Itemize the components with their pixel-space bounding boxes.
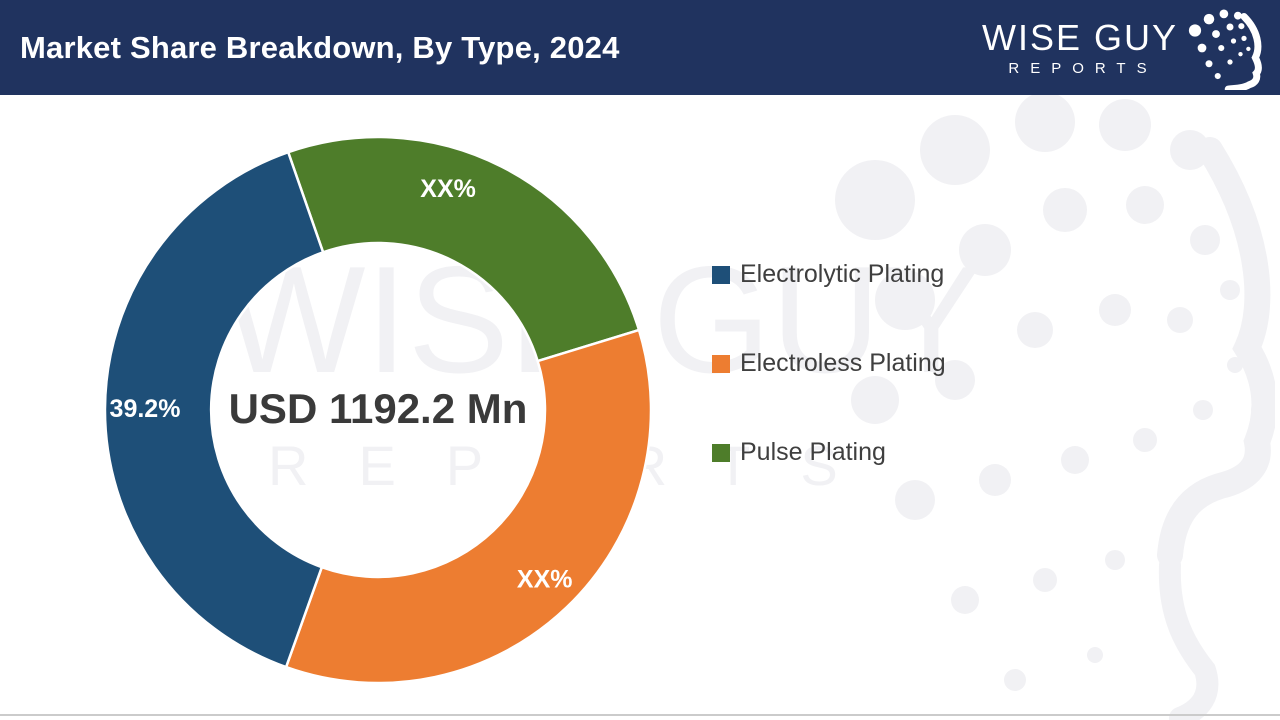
wise-guy-reports-logo: WISE GUY REPORTS — [982, 6, 1264, 90]
segment-value-label-pulse-plating: XX% — [420, 175, 476, 203]
logo-text: WISE GUY REPORTS — [981, 16, 1178, 77]
segment-value-label-electroless-plating: XX% — [517, 566, 573, 594]
legend-item-pulse-plating: Pulse Plating — [712, 438, 886, 467]
logo-reports-text: REPORTS — [1008, 59, 1158, 77]
bottom-divider — [0, 714, 1280, 716]
page-title: Market Share Breakdown, By Type, 2024 — [20, 29, 620, 65]
legend-item-electroless-plating: Electroless Plating — [712, 349, 946, 378]
legend-swatch-electrolytic-plating — [712, 265, 730, 284]
legend-item-electrolytic-plating: Electrolytic Plating — [712, 260, 944, 289]
legend-label: Pulse Plating — [740, 438, 886, 466]
donut-segment-pulse-plating — [286, 135, 641, 363]
donut-segment-electroless-plating — [284, 328, 653, 685]
legend-label: Electroless Plating — [740, 349, 946, 377]
legend-label: Electrolytic Plating — [740, 260, 945, 288]
logo-wiseguy-text: WISE GUY — [981, 16, 1178, 58]
donut-segment-electrolytic-plating — [103, 150, 325, 669]
logo-face-icon — [1188, 9, 1262, 90]
legend-swatch-pulse-plating — [712, 443, 730, 462]
legend-swatch-electroless-plating — [712, 354, 730, 373]
header-bar: Market Share Breakdown, By Type, 2024 WI… — [0, 0, 1280, 95]
segment-value-label-electrolytic-plating: 39.2% — [110, 395, 181, 423]
chart-center-value: USD 1192.2 Mn — [228, 385, 528, 432]
